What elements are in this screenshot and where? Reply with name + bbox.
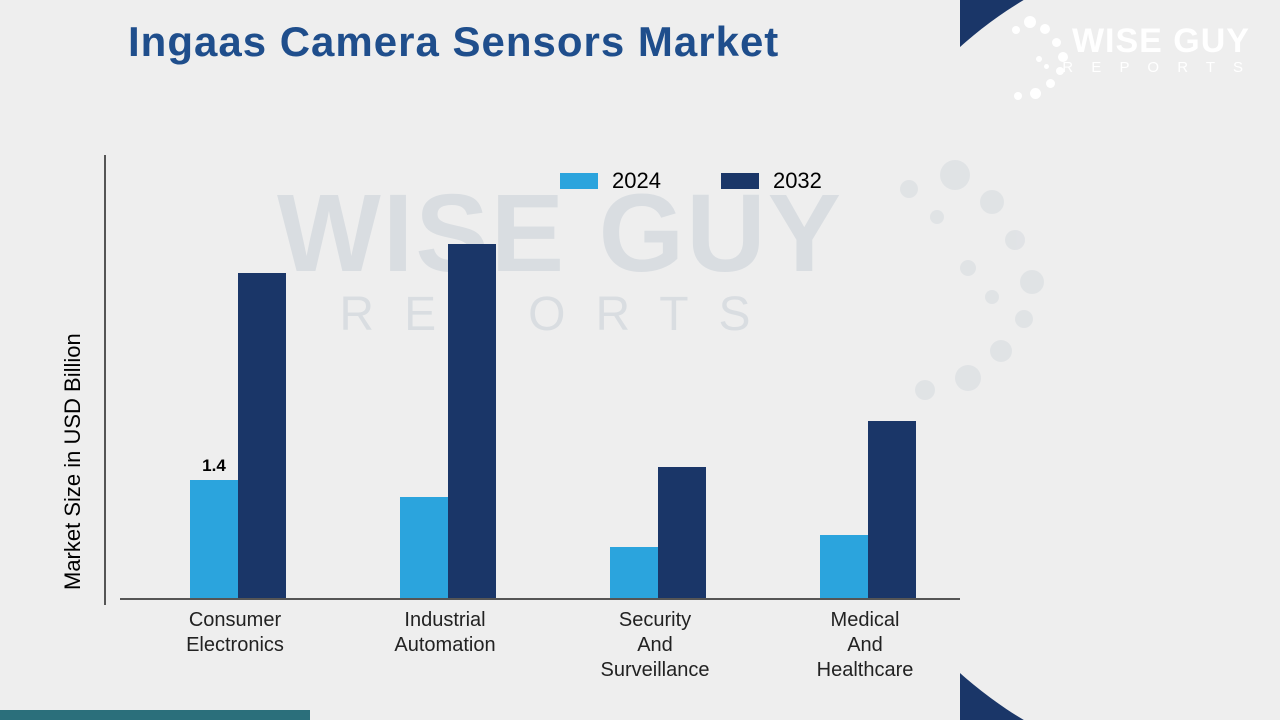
brand-logo: WISE GUY R E P O R T S bbox=[1062, 22, 1250, 76]
bar-2032 bbox=[868, 421, 916, 598]
legend-item-2024: 2024 bbox=[560, 168, 661, 194]
category-label: MedicalAndHealthcare bbox=[775, 608, 955, 683]
bar-2024 bbox=[400, 497, 448, 598]
legend: 2024 2032 bbox=[560, 168, 822, 194]
y-axis-label: Market Size in USD Billion bbox=[60, 333, 86, 590]
bar-2024 bbox=[820, 535, 868, 598]
bar-2032 bbox=[238, 273, 286, 598]
legend-item-2032: 2032 bbox=[721, 168, 822, 194]
chart-canvas: WISE GUY REPORTS Ingaas Camera Sensors M… bbox=[0, 0, 1280, 720]
y-axis-line bbox=[104, 155, 106, 605]
x-axis-line bbox=[120, 598, 960, 600]
logo-line1: WISE GUY bbox=[1062, 22, 1250, 61]
legend-swatch-2024 bbox=[560, 173, 598, 189]
bar-value-label: 1.4 bbox=[190, 456, 238, 476]
category-label: ConsumerElectronics bbox=[145, 608, 325, 658]
legend-label-2032: 2032 bbox=[773, 168, 822, 194]
chart-title: Ingaas Camera Sensors Market bbox=[128, 18, 779, 66]
category-label: SecurityAndSurveillance bbox=[565, 608, 745, 683]
bar-2032 bbox=[448, 244, 496, 598]
bar-2024 bbox=[610, 547, 658, 598]
legend-label-2024: 2024 bbox=[612, 168, 661, 194]
category-label: IndustrialAutomation bbox=[355, 608, 535, 658]
legend-swatch-2032 bbox=[721, 173, 759, 189]
plot-area: 1.4 ConsumerElectronicsIndustrialAutomat… bbox=[120, 210, 960, 600]
logo-line2: R E P O R T S bbox=[1062, 59, 1250, 76]
bar-2032 bbox=[658, 467, 706, 598]
bottom-accent-strip bbox=[0, 710, 310, 720]
bar-2024 bbox=[190, 480, 238, 598]
